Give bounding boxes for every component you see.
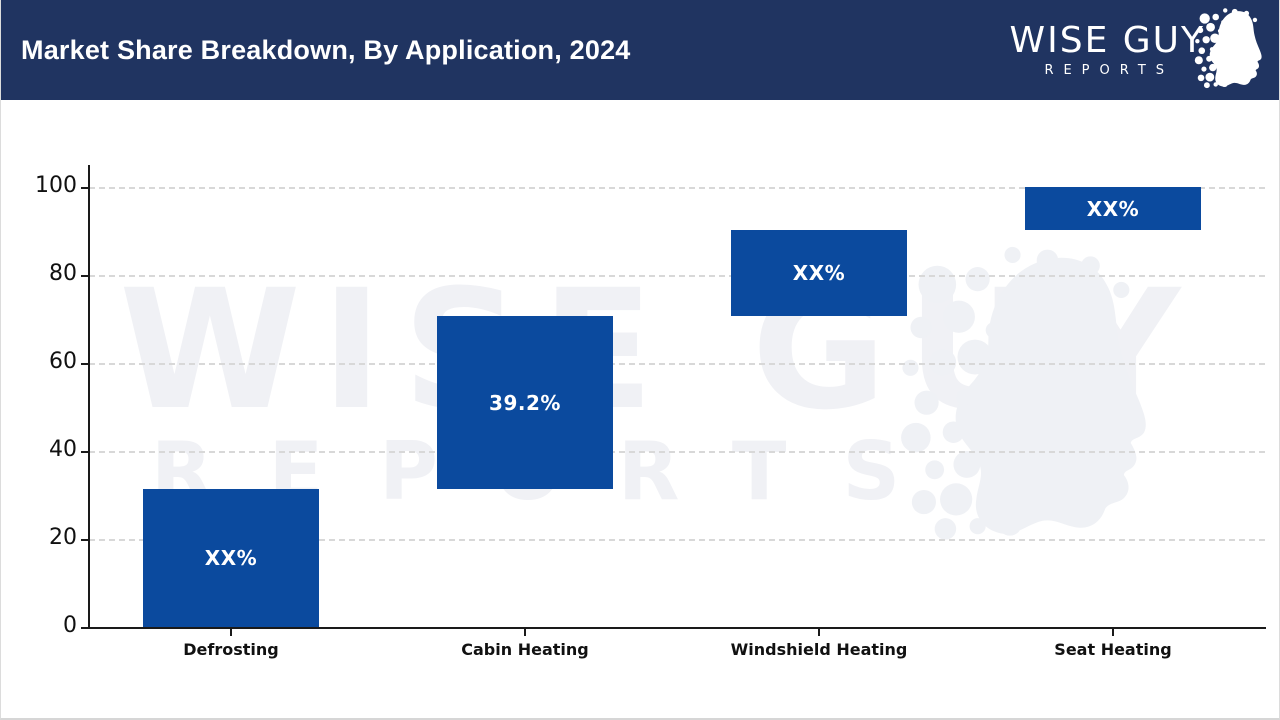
- y-tick-mark: [81, 275, 88, 277]
- logo-wordmark: WISE GUY: [1009, 19, 1205, 61]
- x-axis-label: Windshield Heating: [730, 640, 908, 659]
- chart-title: Market Share Breakdown, By Application, …: [21, 34, 631, 65]
- y-tick-label: 0: [63, 613, 77, 638]
- x-tick-mark: [1112, 629, 1114, 636]
- x-axis-label: Defrosting: [183, 640, 279, 659]
- y-tick-label: 60: [49, 349, 77, 374]
- bar-value-label: XX%: [1086, 196, 1140, 221]
- chart-area: WISE GUY REPORTS 020406080100XX%Defrosti…: [1, 100, 1279, 718]
- y-tick-mark: [81, 451, 88, 453]
- gridline: [89, 539, 1265, 541]
- x-axis-label: Cabin Heating: [461, 640, 589, 659]
- y-tick-mark: [81, 627, 88, 629]
- logo-text: WISE GUY REPORTS: [1009, 19, 1206, 78]
- x-tick-mark: [524, 629, 526, 636]
- x-axis-line: [88, 627, 1266, 629]
- bar-defrosting: XX%: [143, 488, 319, 627]
- x-axis-label: Seat Heating: [1054, 640, 1172, 659]
- bar-windshield-heating: XX%: [731, 230, 907, 317]
- gridline: [89, 187, 1265, 189]
- bar-value-label: XX%: [204, 545, 258, 570]
- y-tick-mark: [81, 187, 88, 189]
- logo-subtext: REPORTS: [1044, 62, 1175, 78]
- bar-seat-heating: XX%: [1025, 187, 1201, 231]
- y-tick-mark: [81, 539, 88, 541]
- y-tick-label: 40: [49, 437, 77, 462]
- y-tick-label: 20: [49, 525, 77, 550]
- bar-value-label: 39.2%: [489, 390, 561, 415]
- wiseguy-logo: WISE GUY REPORTS: [1010, 6, 1280, 94]
- y-tick-label: 80: [49, 261, 77, 286]
- bar-value-label: XX%: [792, 261, 846, 286]
- gridline: [89, 451, 1265, 453]
- x-tick-mark: [818, 629, 820, 636]
- y-axis-line: [88, 165, 90, 629]
- gridline: [89, 363, 1265, 365]
- y-tick-label: 100: [35, 173, 77, 198]
- y-tick-mark: [81, 363, 88, 365]
- header: Market Share Breakdown, By Application, …: [1, 0, 1279, 100]
- x-tick-mark: [230, 629, 232, 636]
- bar-cabin-heating: 39.2%: [437, 316, 613, 489]
- gridline: [89, 275, 1265, 277]
